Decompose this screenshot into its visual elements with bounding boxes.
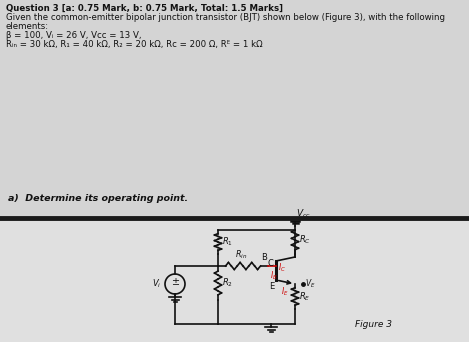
Text: $V_E$: $V_E$ bbox=[305, 278, 316, 290]
Text: B: B bbox=[261, 253, 267, 262]
Text: Question 3 [a: 0.75 Mark, b: 0.75 Mark, Total: 1.5 Marks]: Question 3 [a: 0.75 Mark, b: 0.75 Mark, … bbox=[6, 4, 283, 13]
Text: elements:: elements: bbox=[6, 22, 49, 31]
Text: $I_C$: $I_C$ bbox=[278, 261, 286, 274]
Text: Figure 3: Figure 3 bbox=[355, 320, 392, 329]
Bar bbox=[0, 0, 469, 218]
Text: C: C bbox=[267, 259, 273, 268]
Text: $V_i$: $V_i$ bbox=[151, 278, 161, 290]
Text: E: E bbox=[269, 282, 274, 291]
Text: $I_B$: $I_B$ bbox=[270, 269, 278, 281]
Text: $R_1$: $R_1$ bbox=[222, 236, 233, 248]
Text: $R_E$: $R_E$ bbox=[299, 290, 310, 303]
Text: $R_{in}$: $R_{in}$ bbox=[235, 249, 247, 261]
Bar bbox=[0, 218, 469, 342]
Text: ±: ± bbox=[171, 277, 179, 287]
Text: Rᵢₙ = 30 kΩ, R₁ = 40 kΩ, R₂ = 20 kΩ, Rᴄ = 200 Ω, Rᴱ = 1 kΩ: Rᵢₙ = 30 kΩ, R₁ = 40 kΩ, R₂ = 20 kΩ, Rᴄ … bbox=[6, 40, 263, 49]
Text: Given the common-emitter bipolar junction transistor (BJT) shown below (Figure 3: Given the common-emitter bipolar junctio… bbox=[6, 13, 445, 22]
Text: $I_E$: $I_E$ bbox=[281, 286, 288, 299]
Text: a)  Determine its operating point.: a) Determine its operating point. bbox=[8, 194, 188, 203]
Text: $R_C$: $R_C$ bbox=[299, 234, 311, 246]
Text: β = 100, Vᵢ = 26 V, Vᴄᴄ = 13 V,: β = 100, Vᵢ = 26 V, Vᴄᴄ = 13 V, bbox=[6, 31, 142, 40]
Text: $V_{cc}$: $V_{cc}$ bbox=[296, 208, 311, 220]
Text: $R_2$: $R_2$ bbox=[222, 277, 233, 289]
